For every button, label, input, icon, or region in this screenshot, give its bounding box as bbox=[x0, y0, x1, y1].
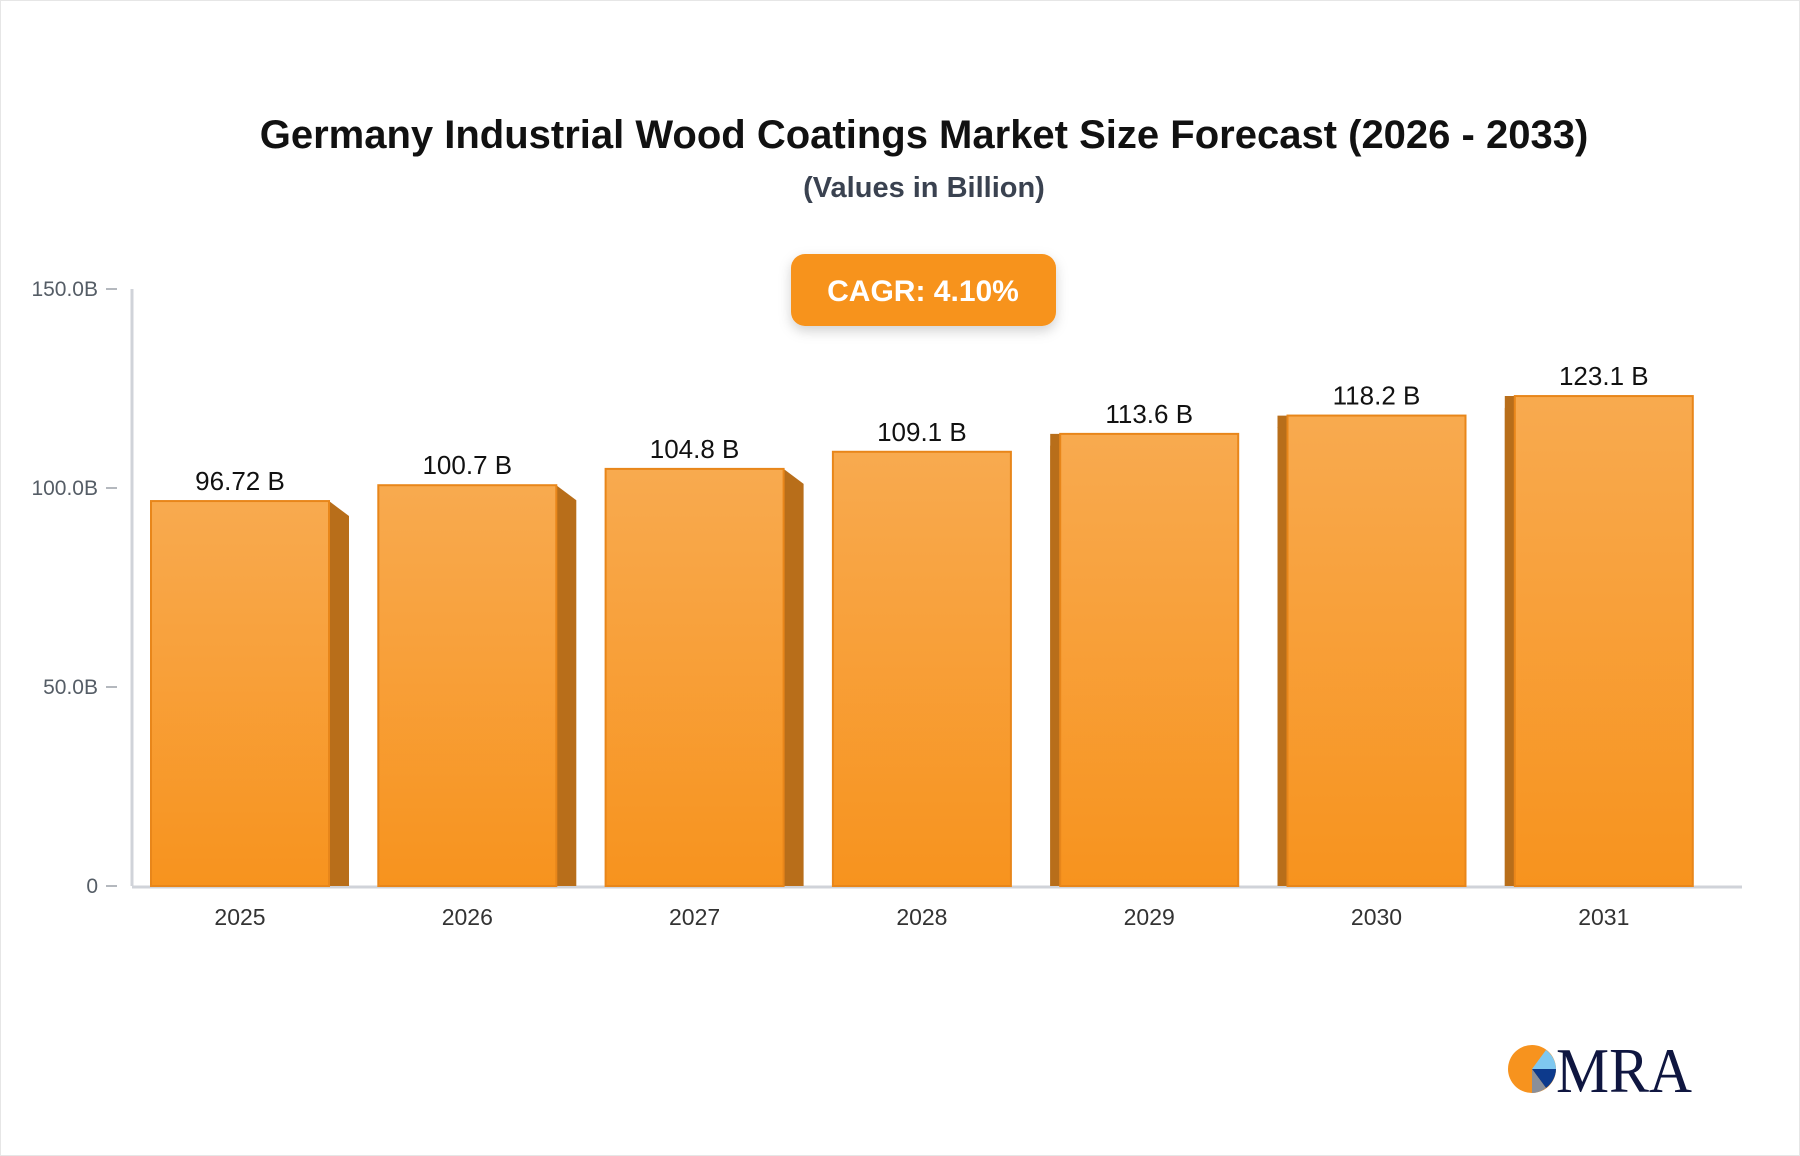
mra-logo: MRA bbox=[1508, 1035, 1692, 1106]
x-tick-label: 2031 bbox=[1578, 904, 1629, 930]
bar-2029 bbox=[1050, 432, 1240, 887]
bar-front bbox=[831, 450, 1012, 887]
x-tick-label: 2029 bbox=[1124, 904, 1175, 930]
bar-side bbox=[783, 468, 804, 886]
bar-2027 bbox=[604, 467, 804, 887]
bar-2031 bbox=[1504, 395, 1694, 887]
cagr-label: CAGR: 4.10% bbox=[827, 275, 1019, 308]
y-tick-label: 150.0B bbox=[31, 278, 98, 301]
bar-value-label: 118.2 B bbox=[1333, 381, 1421, 411]
bar-2028 bbox=[831, 450, 1012, 887]
bar-front bbox=[1286, 414, 1467, 887]
y-tick-label: 50.0B bbox=[43, 676, 98, 699]
bar-value-label: 104.8 B bbox=[650, 434, 740, 464]
x-tick-label: 2026 bbox=[442, 904, 493, 930]
bar-front bbox=[377, 484, 558, 887]
cagr-badge-background bbox=[791, 254, 1056, 326]
bar-2026 bbox=[377, 484, 577, 887]
bar-value-label: 100.7 B bbox=[422, 450, 512, 480]
chart-title: Germany Industrial Wood Coatings Market … bbox=[260, 113, 1589, 157]
bar-2030 bbox=[1277, 414, 1467, 887]
x-tick-label: 2030 bbox=[1351, 904, 1402, 930]
bar-front bbox=[604, 467, 785, 887]
bar-value-label: 96.72 B bbox=[195, 466, 285, 496]
bar-side bbox=[329, 501, 349, 886]
x-tick-label: 2025 bbox=[214, 904, 265, 930]
y-tick-label: 100.0B bbox=[31, 477, 98, 500]
bar-2025 bbox=[150, 500, 349, 887]
logo-text: MRA bbox=[1556, 1035, 1692, 1106]
bar-front bbox=[1513, 395, 1694, 887]
bar-front bbox=[1059, 432, 1240, 887]
bar-value-label: 123.1 B bbox=[1559, 361, 1649, 391]
bar-side bbox=[556, 485, 577, 886]
bar-value-label: 113.6 B bbox=[1105, 399, 1193, 429]
cagr-badge: CAGR: 4.10% bbox=[791, 254, 1056, 326]
bar-front bbox=[150, 500, 330, 887]
x-tick-label: 2028 bbox=[896, 904, 947, 930]
bar-side bbox=[1277, 415, 1288, 886]
bar-value-label: 109.1 B bbox=[877, 417, 967, 447]
x-tick-label: 2027 bbox=[669, 904, 720, 930]
chart-subtitle: (Values in Billion) bbox=[803, 172, 1045, 204]
y-tick-label: 0 bbox=[86, 875, 98, 898]
bar-side bbox=[1050, 433, 1061, 886]
bar-side bbox=[1504, 396, 1515, 886]
pie-logo-icon bbox=[1508, 1045, 1556, 1093]
